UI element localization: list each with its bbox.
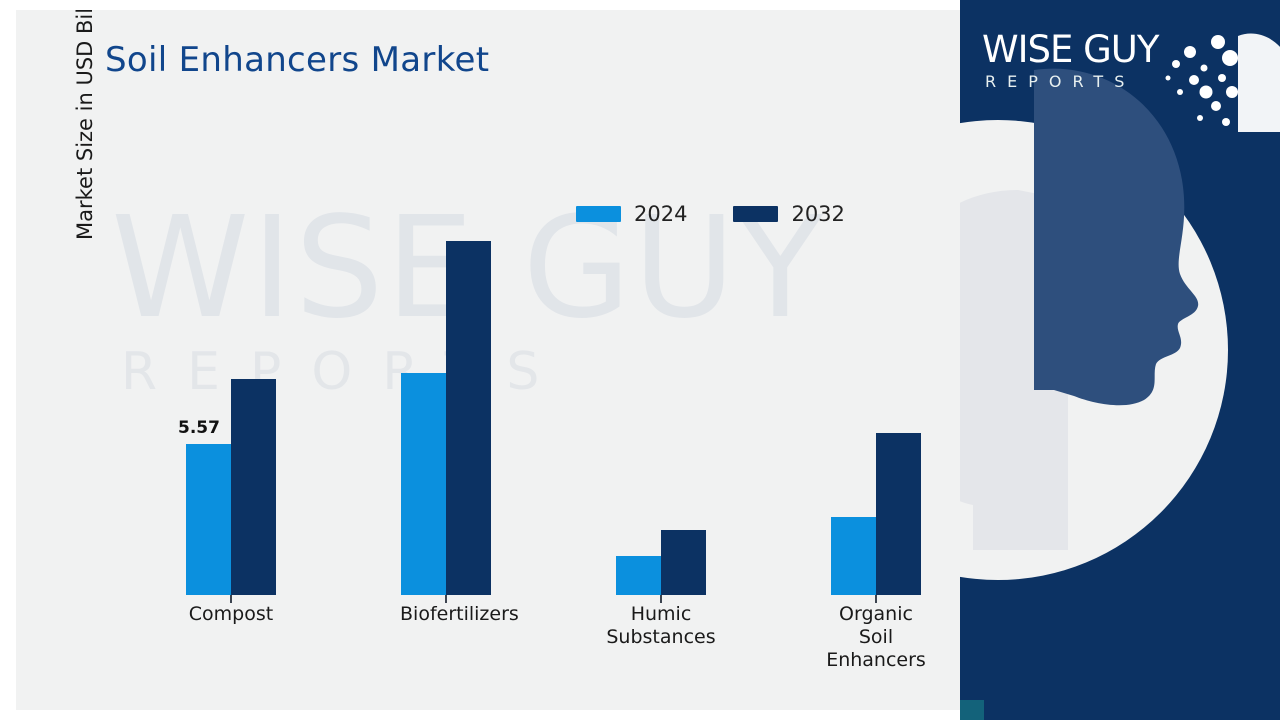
logo-dots-head-icon (1165, 33, 1280, 132)
bar-group: Biofertilizers (400, 230, 519, 625)
bar-2032-organic-soil-enhancers[interactable] (876, 433, 921, 595)
bar-2032-compost[interactable] (231, 379, 276, 595)
legend-item-2024[interactable]: 2024 (576, 202, 687, 226)
bar-group: Organic Soil Enhancers (826, 230, 926, 671)
brand-panel: WISE GUY REPORTS (960, 0, 1280, 720)
brand-logo[interactable]: WISE GUY REPORTS (982, 28, 1280, 132)
x-axis-tick (230, 595, 232, 603)
x-axis-label: Biofertilizers (400, 603, 519, 625)
bar-group: Humic Substances (606, 230, 716, 648)
page-frame-bottom (0, 710, 960, 720)
x-axis-tick (660, 595, 662, 603)
legend-swatch-2024 (576, 206, 621, 222)
legend-label-2024: 2024 (634, 202, 688, 226)
page-frame-top (0, 0, 960, 10)
page-title: Soil Enhancers Market (105, 40, 490, 80)
x-axis-label: Organic Soil Enhancers (826, 603, 926, 671)
bar-group: 5.57 Compost (178, 230, 276, 625)
bar-2024-humic-substances[interactable] (616, 556, 661, 595)
logo-main-text: WISE GUY (982, 28, 1159, 71)
x-axis-tick (445, 595, 447, 603)
legend-swatch-2032 (733, 206, 779, 222)
x-axis-tick (875, 595, 877, 603)
chart-panel: WISE GUY REPORTS 2024 2032 Market Size i… (16, 10, 960, 710)
plot-area: 5.57 Compost Biofertilizers Humic Substance… (126, 230, 956, 671)
head-profile-icon (1034, 68, 1199, 406)
legend-item-2032[interactable]: 2032 (733, 202, 845, 226)
accent-strip (960, 700, 984, 720)
bar-value-label: 5.57 (178, 418, 220, 438)
bar-2024-biofertilizers[interactable] (401, 373, 446, 595)
bar-2032-humic-substances[interactable] (661, 530, 706, 595)
x-axis-label: Humic Substances (606, 603, 716, 648)
bar-2032-biofertilizers[interactable] (446, 241, 491, 595)
page-frame-left (0, 0, 16, 720)
bar-2024-organic-soil-enhancers[interactable] (831, 517, 876, 595)
logo-sub-text: REPORTS (985, 72, 1136, 91)
bar-2024-compost[interactable] (186, 444, 231, 595)
x-axis-label: Compost (188, 603, 274, 625)
chart-legend: 2024 2032 (576, 202, 845, 226)
legend-label-2032: 2032 (791, 202, 845, 226)
y-axis-title: Market Size in USD Billion (73, 10, 97, 240)
